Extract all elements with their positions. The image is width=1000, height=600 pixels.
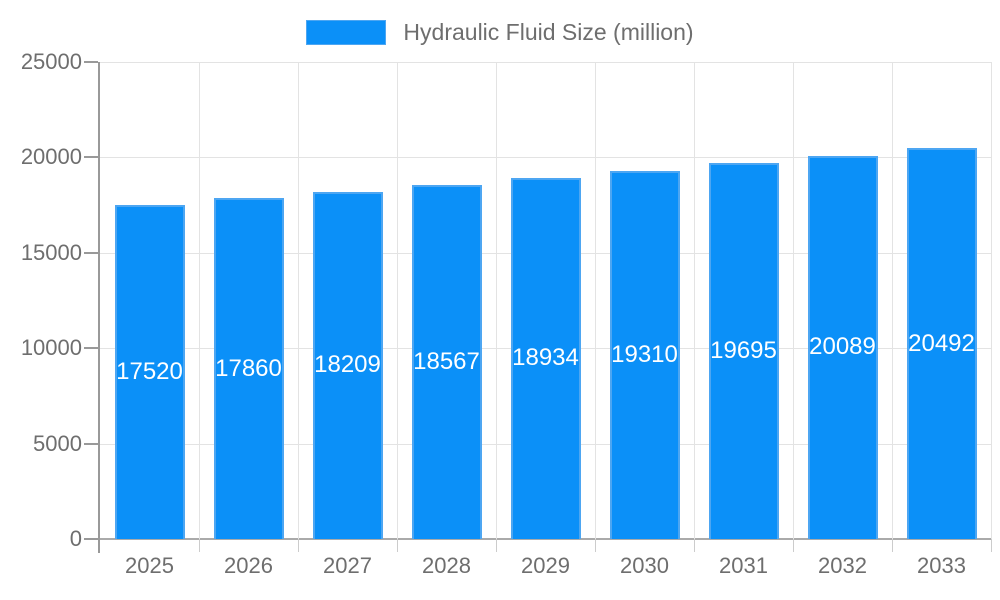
bar[interactable] [313, 192, 383, 539]
y-tick-label: 10000 [20, 335, 82, 361]
x-tick-label: 2025 [125, 553, 174, 578]
bar[interactable] [709, 163, 779, 539]
x-tick-label: 2031 [719, 553, 768, 578]
category-gridline [694, 62, 695, 539]
bar[interactable] [808, 156, 878, 539]
x-axis-tick [694, 539, 695, 552]
x-tick-label: 2026 [224, 553, 273, 578]
y-axis-tick [84, 251, 98, 254]
x-axis-baseline [100, 538, 991, 540]
x-axis-tick [892, 539, 893, 552]
y-tick-label: 0 [69, 526, 82, 551]
chart-legend[interactable]: Hydraulic Fluid Size (million) [0, 19, 1000, 45]
y-gridline [100, 157, 991, 159]
x-tick-label: 2033 [917, 553, 966, 578]
x-axis-tick [199, 539, 200, 552]
y-gridline [100, 62, 991, 63]
x-axis-tick [397, 539, 398, 552]
y-tick-label: 5000 [33, 430, 82, 456]
y-axis-line [98, 62, 100, 553]
y-axis-tick [84, 347, 98, 350]
category-gridline [793, 62, 794, 539]
category-gridline [991, 62, 992, 539]
y-axis-tick [84, 156, 98, 159]
bar[interactable] [412, 185, 482, 539]
legend-label: Hydraulic Fluid Size (million) [403, 18, 694, 45]
x-tick-label: 2030 [620, 553, 669, 578]
category-gridline [595, 62, 596, 539]
y-tick-label: 25000 [20, 49, 82, 74]
x-axis-tick [298, 539, 299, 552]
legend-swatch-icon [306, 19, 387, 45]
y-axis-tick [84, 538, 98, 540]
x-axis-tick [793, 539, 794, 552]
category-gridline [199, 62, 200, 539]
x-tick-label: 2028 [422, 553, 471, 578]
x-tick-label: 2027 [323, 553, 372, 578]
x-axis-tick [595, 539, 596, 552]
x-axis-tick [496, 539, 497, 552]
plot-area: 17520 17860 18209 18567 18934 19310 19695 20089… [84, 61, 992, 553]
bar[interactable] [214, 198, 284, 539]
y-axis-tick [84, 61, 98, 63]
bar[interactable] [511, 178, 581, 539]
x-axis-tick [991, 539, 992, 552]
category-gridline [298, 62, 299, 539]
bar[interactable] [115, 205, 185, 539]
bar[interactable] [907, 148, 977, 539]
category-gridline [397, 62, 398, 539]
y-axis-tick [84, 442, 98, 445]
bar[interactable] [610, 171, 680, 539]
category-gridline [496, 62, 497, 539]
y-tick-label: 20000 [20, 144, 82, 170]
y-tick-label: 15000 [20, 239, 82, 265]
x-tick-label: 2029 [521, 553, 570, 578]
x-tick-label: 2032 [818, 553, 867, 578]
category-gridline [892, 62, 893, 539]
